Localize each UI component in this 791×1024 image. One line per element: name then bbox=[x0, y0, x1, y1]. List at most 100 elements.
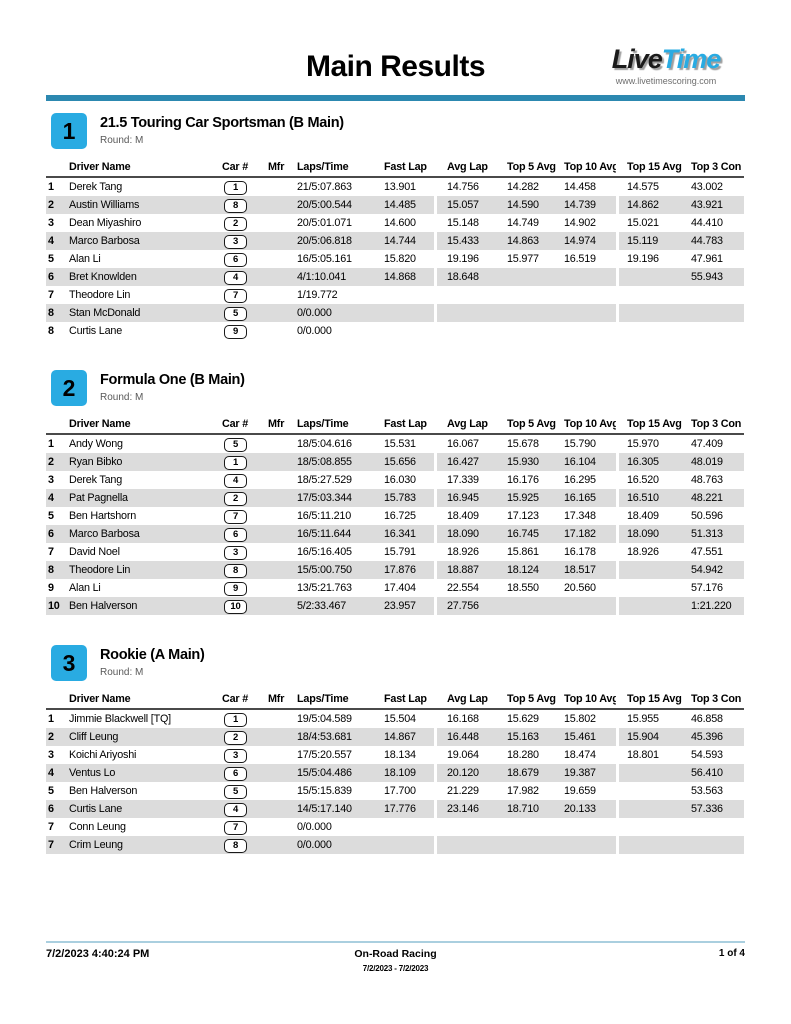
column-header-driver: Driver Name bbox=[69, 418, 222, 435]
top10-avg-cell: 18.474 bbox=[564, 749, 596, 761]
top5-avg-cell bbox=[504, 836, 561, 854]
position-cell: 6 bbox=[46, 800, 69, 818]
top3-con-cell: 51.313 bbox=[688, 525, 744, 543]
driver-name-cell: David Noel bbox=[69, 546, 120, 558]
driver-name-cell: Austin Williams bbox=[69, 196, 222, 214]
logo-website-url: www.livetimescoring.com bbox=[615, 76, 717, 86]
top10-avg-cell: 17.182 bbox=[561, 525, 616, 543]
position-cell: 1 bbox=[48, 713, 54, 725]
column-header-laps: Laps/Time bbox=[294, 693, 381, 710]
driver-name-cell: Curtis Lane bbox=[69, 800, 222, 818]
top10-avg-cell bbox=[561, 268, 616, 286]
car-number-badge: 1 bbox=[224, 712, 247, 727]
top15-avg-cell: 16.520 bbox=[616, 471, 688, 489]
section: 3 Rookie (A Main) Round: M Driver Name Ca… bbox=[46, 645, 745, 854]
fast-lap-cell bbox=[381, 836, 434, 854]
avg-lap-cell: 18.409 bbox=[434, 507, 504, 525]
fast-lap-cell: 17.876 bbox=[381, 561, 434, 579]
laps-time-cell: 0/0.000 bbox=[294, 836, 381, 854]
top10-avg-cell: 16.165 bbox=[561, 489, 616, 507]
column-header-row: Driver Name Car # Mfr Laps/Time Fast Lap Avg … bbox=[46, 161, 744, 178]
top15-avg-cell: 15.021 bbox=[616, 214, 688, 232]
table-row: 2 Cliff Leung 2 18/4:53.681 14.867 16.44… bbox=[46, 728, 744, 746]
laps-time-cell: 16/5:16.405 bbox=[297, 546, 352, 558]
mfr-cell bbox=[262, 304, 294, 322]
fast-lap-cell: 14.868 bbox=[381, 268, 434, 286]
top5-avg-cell bbox=[504, 322, 561, 340]
footer: 7/2/2023 4:40:24 PM 1 of 4 On-Road Racin… bbox=[46, 941, 745, 973]
mfr-cell bbox=[262, 836, 294, 854]
mfr-cell bbox=[262, 818, 294, 836]
car-number-cell: 1 bbox=[222, 453, 262, 471]
top5-avg-cell: 18.550 bbox=[507, 582, 539, 594]
mfr-cell bbox=[262, 268, 294, 286]
results-table-head: Driver Name Car # Mfr Laps/Time Fast Lap Avg … bbox=[46, 418, 744, 435]
top15-avg-cell: 14.862 bbox=[616, 196, 688, 214]
column-header-top5: Top 5 Avg bbox=[504, 693, 561, 710]
driver-name-cell: Theodore Lin bbox=[69, 561, 222, 579]
driver-name-cell: Derek Tang bbox=[69, 181, 123, 193]
column-header-car: Car # bbox=[222, 418, 262, 435]
position-cell: 4 bbox=[46, 232, 69, 250]
position-cell: 1 bbox=[48, 181, 54, 193]
top3-con-cell: 1:21.220 bbox=[688, 597, 744, 615]
position-cell: 5 bbox=[48, 510, 54, 522]
avg-lap-cell: 15.148 bbox=[434, 214, 504, 232]
car-number-cell: 10 bbox=[222, 597, 262, 615]
car-number-badge: 8 bbox=[224, 198, 247, 213]
top3-con-cell bbox=[688, 836, 744, 854]
top10-avg-cell: 19.659 bbox=[564, 785, 596, 797]
mfr-cell bbox=[262, 489, 294, 507]
car-number-badge: 2 bbox=[224, 216, 247, 231]
top15-avg-cell: 18.801 bbox=[616, 746, 688, 764]
mfr-cell bbox=[262, 525, 294, 543]
column-header-car: Car # bbox=[222, 161, 262, 178]
top5-avg-cell: 14.282 bbox=[507, 181, 539, 193]
results-table-body: 1 Derek Tang 1 21/5:07.863 13.901 14.756… bbox=[46, 178, 744, 340]
car-number-cell: 4 bbox=[222, 471, 262, 489]
top3-con-cell: 57.176 bbox=[691, 582, 723, 594]
car-number-badge: 7 bbox=[224, 509, 247, 524]
laps-time-cell: 5/2:33.467 bbox=[294, 597, 381, 615]
fast-lap-cell: 16.341 bbox=[381, 525, 434, 543]
results-table-head: Driver Name Car # Mfr Laps/Time Fast Lap Avg … bbox=[46, 693, 744, 710]
laps-time-cell: 20/5:01.071 bbox=[297, 217, 352, 229]
top10-avg-cell: 19.387 bbox=[561, 764, 616, 782]
car-number-badge: 5 bbox=[224, 306, 247, 321]
avg-lap-cell: 15.433 bbox=[434, 232, 504, 250]
column-header-pos bbox=[46, 693, 69, 710]
top10-avg-cell: 14.458 bbox=[564, 181, 596, 193]
car-number-cell: 4 bbox=[222, 800, 262, 818]
table-row: 2 Ryan Bibko 1 18/5:08.855 15.656 16.427… bbox=[46, 453, 744, 471]
car-number-cell: 2 bbox=[222, 728, 262, 746]
driver-name-cell: Ventus Lo bbox=[69, 764, 222, 782]
top10-avg-cell: 14.902 bbox=[564, 217, 596, 229]
car-number-cell: 7 bbox=[222, 818, 262, 836]
avg-lap-cell: 23.146 bbox=[434, 800, 504, 818]
top5-avg-cell: 17.982 bbox=[507, 785, 539, 797]
car-number-badge: 9 bbox=[224, 581, 247, 596]
car-number-badge: 4 bbox=[224, 802, 247, 817]
top3-con-cell: 44.783 bbox=[688, 232, 744, 250]
column-header-pos bbox=[46, 418, 69, 435]
table-row: 6 Bret Knowlden 4 4/1:10.041 14.868 18.6… bbox=[46, 268, 744, 286]
top3-con-cell: 46.858 bbox=[691, 713, 723, 725]
position-cell: 2 bbox=[46, 728, 69, 746]
top5-avg-cell bbox=[504, 818, 561, 836]
avg-lap-cell: 27.756 bbox=[434, 597, 504, 615]
top5-avg-cell bbox=[504, 286, 561, 304]
table-row: 4 Pat Pagnella 2 17/5:03.344 15.783 16.9… bbox=[46, 489, 744, 507]
table-row: 7 Conn Leung 7 0/0.000 bbox=[46, 818, 744, 836]
car-number-cell: 7 bbox=[222, 507, 262, 525]
top3-con-cell: 43.921 bbox=[688, 196, 744, 214]
position-cell: 2 bbox=[46, 196, 69, 214]
car-number-badge: 5 bbox=[224, 784, 247, 799]
top3-con-cell: 50.596 bbox=[691, 510, 723, 522]
avg-lap-cell: 16.448 bbox=[434, 728, 504, 746]
car-number-badge: 2 bbox=[224, 491, 247, 506]
avg-lap-cell: 19.064 bbox=[434, 746, 504, 764]
car-number-cell: 6 bbox=[222, 250, 262, 268]
top15-avg-cell: 18.926 bbox=[616, 543, 688, 561]
top15-avg-cell bbox=[616, 764, 688, 782]
table-row: 4 Marco Barbosa 3 20/5:06.818 14.744 15.… bbox=[46, 232, 744, 250]
